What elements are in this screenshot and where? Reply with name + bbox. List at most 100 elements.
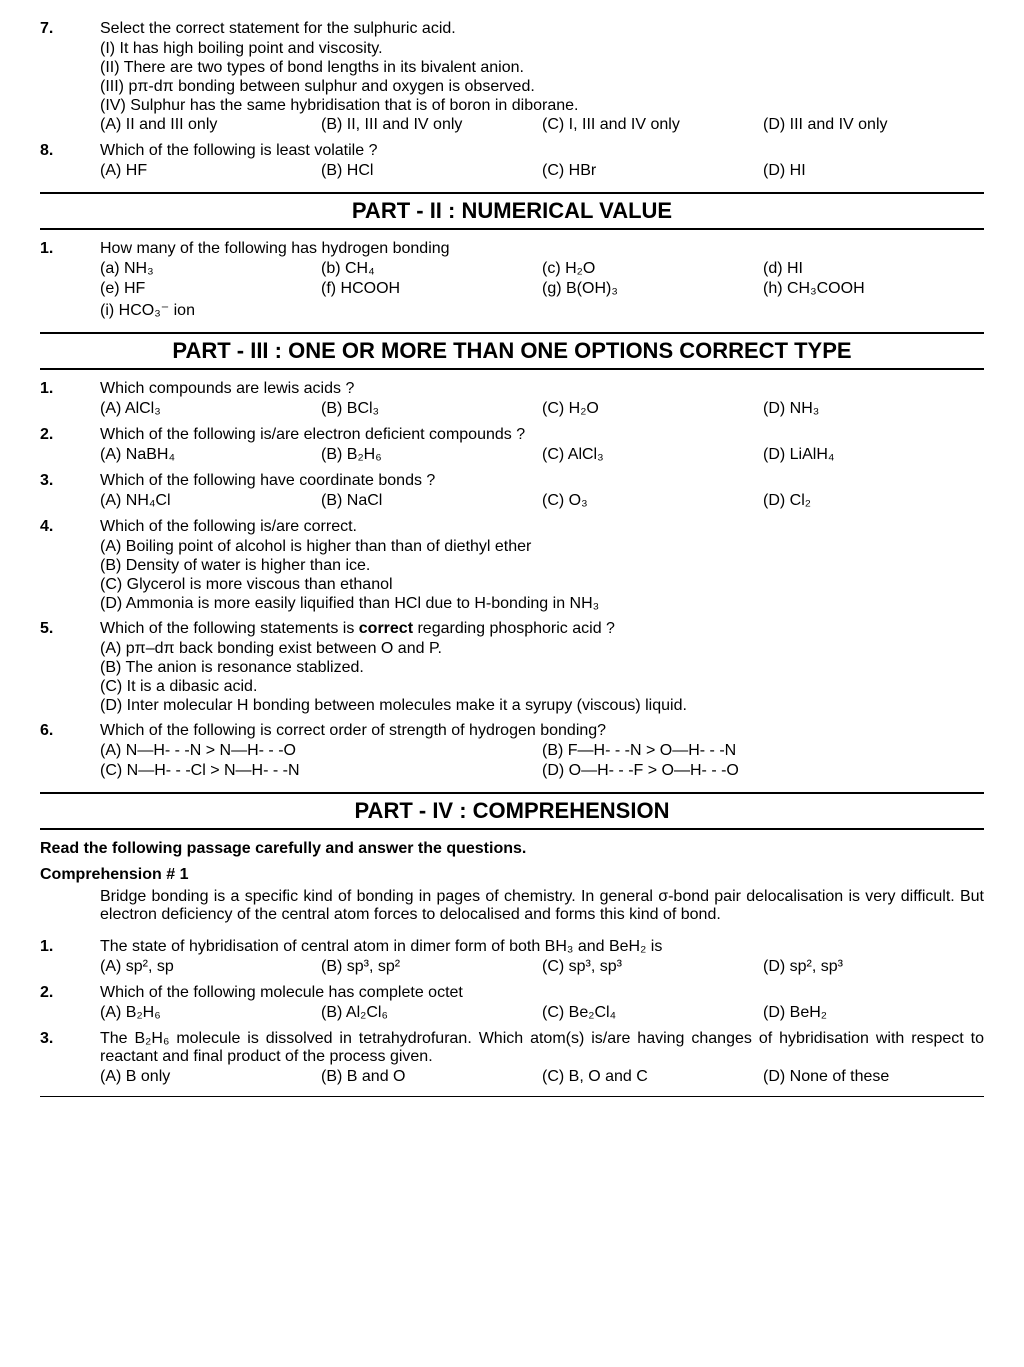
qtext: Which of the following is/are electron d… <box>100 426 984 444</box>
option-d: (D) III and IV only <box>763 116 984 134</box>
option-c: (C) sp³, sp³ <box>542 958 763 976</box>
part-4-header: PART - IV : COMPREHENSION <box>40 792 984 830</box>
sub-b: (b) CH₄ <box>321 260 542 278</box>
option-c: (C) N—H- - -Cl > N—H- - -N <box>100 762 542 780</box>
option-b: (B) Density of water is higher than ice. <box>100 557 984 575</box>
qbody: How many of the following has hydrogen b… <box>100 240 984 322</box>
statement-i: (I) It has high boiling point and viscos… <box>100 40 984 58</box>
option-b: (B) Al₂Cl₆ <box>321 1004 542 1022</box>
qbody: The state of hybridisation of central at… <box>100 938 984 978</box>
qtext: Select the correct statement for the sul… <box>100 20 984 38</box>
option-b: (B) The anion is resonance stablized. <box>100 659 984 677</box>
qtext-bold: correct <box>359 620 413 637</box>
option-c: (C) Glycerol is more viscous than ethano… <box>100 576 984 594</box>
option-b: (B) B₂H₆ <box>321 446 542 464</box>
qtext: Which of the following is/are correct. <box>100 518 984 536</box>
bottom-rule <box>40 1096 984 1097</box>
qtext: Which of the following have coordinate b… <box>100 472 984 490</box>
options: (A) B only (B) B and O (C) B, O and C (D… <box>100 1068 984 1088</box>
p3-question-5: 5. Which of the following statements is … <box>40 620 984 716</box>
option-a: (A) HF <box>100 162 321 180</box>
option-d: (D) NH₃ <box>763 400 984 418</box>
options: (A) NaBH₄ (B) B₂H₆ (C) AlCl₃ (D) LiAlH₄ <box>100 446 984 466</box>
option-b: (B) B and O <box>321 1068 542 1086</box>
sub-a: (a) NH₃ <box>100 260 321 278</box>
options: (A) NH₄Cl (B) NaCl (C) O₃ (D) Cl₂ <box>100 492 984 512</box>
qnum: 6. <box>40 722 100 782</box>
option-a: (A) sp², sp <box>100 958 321 976</box>
comprehension-instruction: Read the following passage carefully and… <box>40 840 984 858</box>
qtext-pre: Which of the following statements is <box>100 620 359 637</box>
qtext: The B₂H₆ molecule is dissolved in tetrah… <box>100 1030 984 1066</box>
option-b: (B) NaCl <box>321 492 542 510</box>
p4-question-1: 1. The state of hybridisation of central… <box>40 938 984 978</box>
qnum: 1. <box>40 240 100 322</box>
comprehension-1-text: Bridge bonding is a specific kind of bon… <box>100 888 984 924</box>
qnum: 2. <box>40 426 100 466</box>
qtext: Which of the following is least volatile… <box>100 142 984 160</box>
p3-question-3: 3. Which of the following have coordinat… <box>40 472 984 512</box>
qnum: 5. <box>40 620 100 716</box>
qtext: The state of hybridisation of central at… <box>100 938 984 956</box>
option-b: (B) BCl₃ <box>321 400 542 418</box>
option-a: (A) N—H- - -N > N—H- - -O <box>100 742 542 760</box>
options: (A) HF (B) HCl (C) HBr (D) HI <box>100 162 984 182</box>
qnum: 3. <box>40 1030 100 1088</box>
options: (A) II and III only (B) II, III and IV o… <box>100 116 984 136</box>
option-d: (D) Ammonia is more easily liquified tha… <box>100 595 984 613</box>
option-c: (C) AlCl₃ <box>542 446 763 464</box>
option-a: (A) Boiling point of alcohol is higher t… <box>100 538 984 556</box>
qbody: Which of the following is/are electron d… <box>100 426 984 466</box>
qbody: Which of the following is least volatile… <box>100 142 984 182</box>
comprehension-1-title: Comprehension # 1 <box>40 866 984 884</box>
qtext: Which of the following statements is cor… <box>100 620 984 638</box>
sub-options: (a) NH₃ (b) CH₄ (c) H₂O (d) HI (e) HF (f… <box>100 260 984 322</box>
qnum: 3. <box>40 472 100 512</box>
sub-h: (h) CH₃COOH <box>763 280 984 298</box>
sub-d: (d) HI <box>763 260 984 278</box>
option-d: (D) sp², sp³ <box>763 958 984 976</box>
option-a: (A) B₂H₆ <box>100 1004 321 1022</box>
qnum: 7. <box>40 20 100 136</box>
qbody: Which of the following have coordinate b… <box>100 472 984 512</box>
part-3-header: PART - III : ONE OR MORE THAN ONE OPTION… <box>40 332 984 370</box>
option-c: (C) H₂O <box>542 400 763 418</box>
statement-ii: (II) There are two types of bond lengths… <box>100 59 984 77</box>
qbody: Which of the following is correct order … <box>100 722 984 782</box>
option-d: (D) BeH₂ <box>763 1004 984 1022</box>
option-c: (C) B, O and C <box>542 1068 763 1086</box>
option-a: (A) NH₄Cl <box>100 492 321 510</box>
sub-e: (e) HF <box>100 280 321 298</box>
p3-question-4: 4. Which of the following is/are correct… <box>40 518 984 614</box>
qtext: Which compounds are lewis acids ? <box>100 380 984 398</box>
option-a: (A) pπ–dπ back bonding exist between O a… <box>100 640 984 658</box>
option-c: (C) O₃ <box>542 492 763 510</box>
options: (A) B₂H₆ (B) Al₂Cl₆ (C) Be₂Cl₄ (D) BeH₂ <box>100 1004 984 1024</box>
option-b: (B) sp³, sp² <box>321 958 542 976</box>
part-2-header: PART - II : NUMERICAL VALUE <box>40 192 984 230</box>
qnum: 1. <box>40 380 100 420</box>
p4-question-2: 2. Which of the following molecule has c… <box>40 984 984 1024</box>
qbody: Which of the following statements is cor… <box>100 620 984 716</box>
sub-g: (g) B(OH)₃ <box>542 280 763 298</box>
p3-question-1: 1. Which compounds are lewis acids ? (A)… <box>40 380 984 420</box>
option-a: (A) B only <box>100 1068 321 1086</box>
sub-f: (f) HCOOH <box>321 280 542 298</box>
option-d: (D) Cl₂ <box>763 492 984 510</box>
qnum: 2. <box>40 984 100 1024</box>
option-b: (B) II, III and IV only <box>321 116 542 134</box>
option-d: (D) Inter molecular H bonding between mo… <box>100 697 984 715</box>
qnum: 4. <box>40 518 100 614</box>
qnum: 1. <box>40 938 100 978</box>
option-d: (D) LiAlH₄ <box>763 446 984 464</box>
option-a: (A) AlCl₃ <box>100 400 321 418</box>
p3-question-2: 2. Which of the following is/are electro… <box>40 426 984 466</box>
qtext: Which of the following is correct order … <box>100 722 984 740</box>
option-a: (A) II and III only <box>100 116 321 134</box>
option-c: (C) HBr <box>542 162 763 180</box>
option-d: (D) HI <box>763 162 984 180</box>
p4-question-3: 3. The B₂H₆ molecule is dissolved in tet… <box>40 1030 984 1088</box>
qbody: Which compounds are lewis acids ? (A) Al… <box>100 380 984 420</box>
sub-c: (c) H₂O <box>542 260 763 278</box>
option-d: (D) O—H- - -F > O—H- - -O <box>542 762 984 780</box>
